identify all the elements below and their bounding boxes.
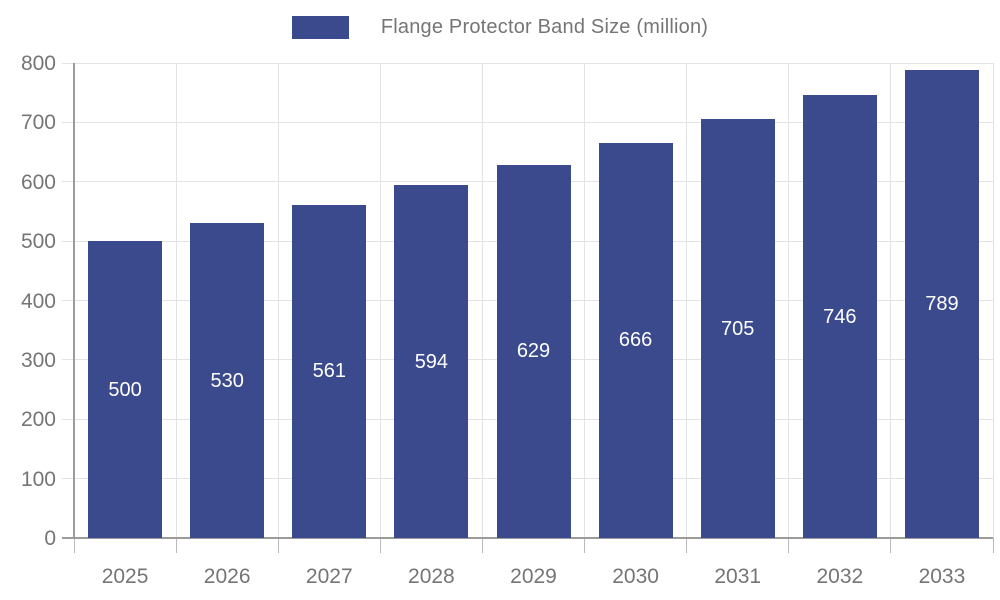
x-axis-tick — [481, 538, 483, 553]
bar-value-label: 666 — [618, 329, 653, 352]
bar-value-label: 500 — [108, 378, 142, 401]
y-tick-label: 300 — [20, 348, 56, 372]
legend-swatch — [291, 16, 349, 39]
x-axis-tick — [277, 538, 279, 553]
x-grid-line — [481, 63, 483, 538]
bar-value-label: 629 — [516, 340, 551, 363]
x-tick-label: 2030 — [612, 565, 659, 588]
bar-value-label: 561 — [312, 360, 346, 383]
x-axis-tick — [175, 538, 177, 553]
x-grid-line — [788, 63, 790, 538]
y-axis-line — [73, 63, 75, 538]
y-tick-label: 100 — [20, 467, 56, 491]
x-grid-line — [175, 63, 177, 538]
x-tick-label: 2031 — [714, 565, 762, 588]
x-grid-line — [277, 63, 279, 538]
x-tick-label: 2029 — [510, 565, 557, 588]
bar-value-label: 705 — [721, 317, 755, 340]
bar[interactable]: 500 — [88, 241, 163, 538]
x-axis-tick — [686, 538, 688, 553]
bar-value-label: 594 — [414, 350, 449, 373]
y-tick-label: 700 — [20, 111, 56, 135]
x-tick-label: 2033 — [918, 565, 966, 588]
x-axis-line — [62, 537, 993, 539]
bar[interactable]: 666 — [598, 142, 673, 538]
x-axis-tick — [379, 538, 381, 553]
x-tick-label: 2028 — [408, 565, 455, 588]
bar-value-label: 746 — [823, 305, 857, 328]
bar[interactable]: 705 — [700, 119, 775, 538]
x-tick-label: 2032 — [816, 565, 864, 588]
x-grid-line — [379, 63, 381, 538]
x-axis-tick — [992, 538, 994, 553]
x-tick-label: 2025 — [101, 565, 149, 588]
legend[interactable]: Flange Protector Band Size (million) — [0, 16, 1000, 39]
x-grid-line — [992, 63, 994, 538]
y-tick-label: 400 — [20, 289, 56, 313]
x-axis-tick — [584, 538, 586, 553]
bar[interactable]: 561 — [292, 204, 367, 538]
y-tick-label: 500 — [20, 230, 56, 254]
x-grid-line — [584, 63, 586, 538]
y-tick-label: 600 — [20, 170, 56, 194]
x-axis-tick — [890, 538, 892, 553]
bar[interactable]: 530 — [190, 223, 265, 538]
x-grid-line — [686, 63, 688, 538]
bar[interactable]: 594 — [394, 185, 469, 538]
x-axis-tick — [788, 538, 790, 553]
y-tick-label: 0 — [44, 527, 56, 550]
y-tick-label: 200 — [20, 408, 56, 432]
x-tick-label: 2027 — [305, 565, 353, 588]
y-grid-line — [62, 121, 993, 123]
bar-value-label: 530 — [210, 369, 244, 392]
bar-value-label: 789 — [925, 292, 959, 315]
x-tick-label: 2026 — [203, 565, 251, 588]
y-tick-label: 800 — [20, 52, 56, 75]
legend-label: Flange Protector Band Size (million) — [380, 16, 709, 38]
bar[interactable]: 746 — [802, 95, 877, 538]
x-axis-tick — [73, 538, 75, 553]
bar[interactable]: 789 — [904, 69, 979, 538]
x-grid-line — [890, 63, 892, 538]
y-grid-line — [62, 62, 993, 64]
bar[interactable]: 629 — [496, 164, 571, 538]
